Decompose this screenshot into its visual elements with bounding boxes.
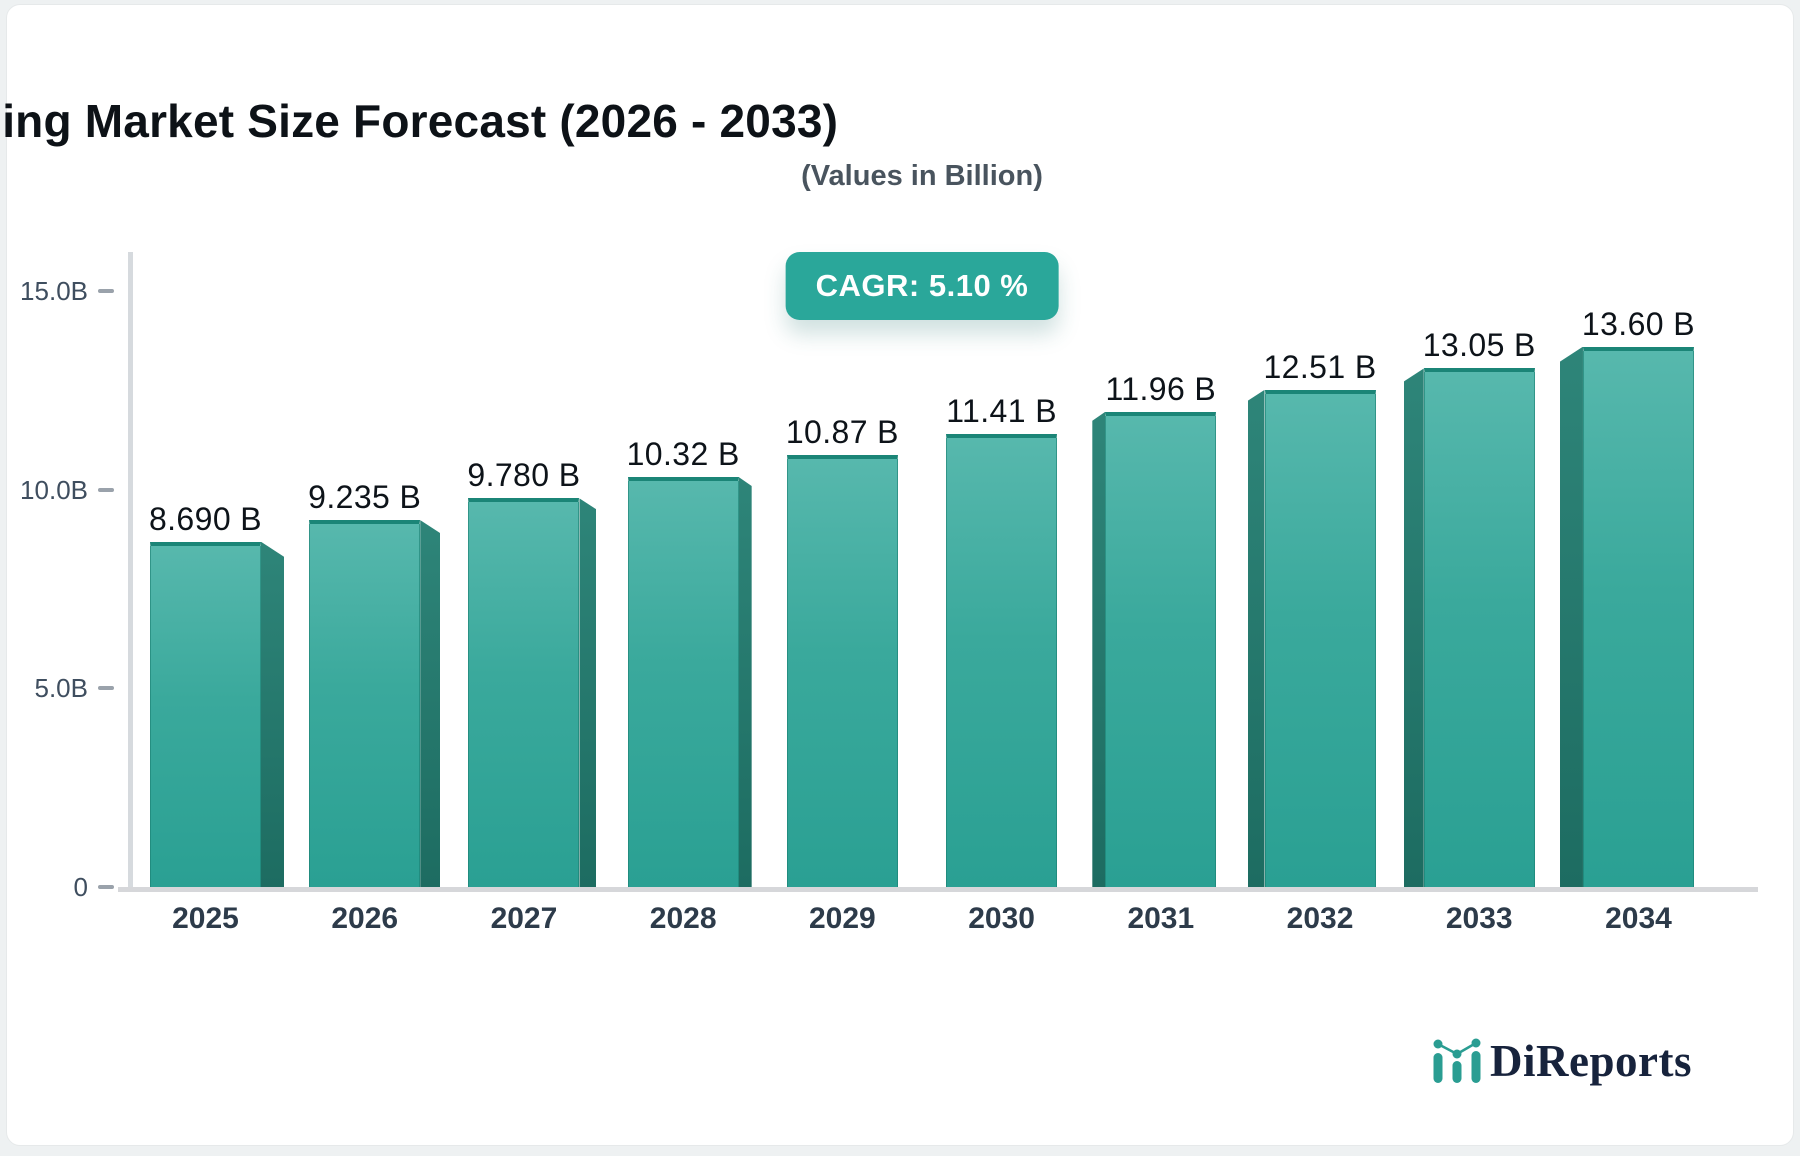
y-axis-tick: [98, 686, 114, 691]
brand-logo: DiReports: [1432, 1036, 1692, 1086]
bar-line-chart-icon: [1433, 1038, 1481, 1083]
bar-2033: [1423, 368, 1535, 887]
bar-2025: [150, 541, 261, 887]
bar-side-face: [579, 498, 597, 887]
bar-side-face: [420, 520, 441, 887]
bar-value-label: 9.235 B: [308, 479, 422, 516]
bar-value-label: 10.32 B: [626, 435, 740, 472]
x-axis-label-2034: 2034: [1605, 902, 1672, 935]
bar-value-label: 13.60 B: [1581, 305, 1696, 342]
x-axis-label-2027: 2027: [490, 902, 558, 935]
bar-value-label: 11.41 B: [946, 392, 1057, 429]
bar-2028: [627, 476, 739, 887]
bar-side-face: [738, 476, 752, 887]
brand-logo-text: DiReports: [1490, 1036, 1692, 1086]
x-axis-label-2026: 2026: [331, 902, 399, 935]
bar-value-label: 11.96 B: [1105, 370, 1217, 407]
bar-value-label: 9.780 B: [467, 457, 581, 494]
x-axis-label-2030: 2030: [968, 902, 1035, 935]
bar-side-face: [1403, 368, 1424, 887]
bar-side-face: [1247, 389, 1265, 887]
chart-subtitle: (Values in Billion): [801, 160, 1043, 192]
bar-2031: [1105, 411, 1217, 887]
y-axis-tick: [98, 885, 114, 889]
bar-2032: [1264, 389, 1376, 887]
y-axis-tick-label: 5.0B: [34, 673, 89, 704]
x-axis-label-2033: 2033: [1445, 902, 1513, 935]
bar-2029: [786, 455, 898, 887]
chart-title: Process Cooling Market Size Forecast (20…: [0, 95, 839, 147]
bar-2027: [468, 498, 580, 887]
bar-value-label: 13.05 B: [1422, 327, 1536, 364]
x-axis-label-2031: 2031: [1127, 902, 1195, 935]
bar-side-face: [1092, 411, 1106, 887]
x-axis-label-2028: 2028: [649, 902, 717, 935]
bar-value-label: 8.690 B: [148, 500, 263, 537]
y-axis-tick-label: 10.0B: [20, 474, 88, 505]
x-axis-label-2029: 2029: [809, 902, 876, 935]
bar-2026: [309, 520, 421, 887]
y-axis-tick: [98, 289, 114, 293]
x-axis-label-2025: 2025: [172, 902, 239, 935]
bar-value-label: 10.87 B: [785, 414, 899, 451]
bar-side-face: [261, 541, 284, 887]
y-axis-tick-label: 0: [73, 872, 88, 902]
bar-2030: [946, 433, 1058, 887]
y-axis-tick: [98, 487, 114, 492]
bar-2034: [1582, 346, 1694, 887]
bar-value-label: 12.51 B: [1263, 348, 1377, 385]
y-axis-line: [128, 252, 133, 890]
y-axis-tick-label: 15.0B: [20, 276, 88, 306]
x-axis-label-2032: 2032: [1286, 902, 1354, 935]
cagr-badge: CAGR: 5.10 %: [785, 252, 1059, 320]
bar-side-face: [1559, 346, 1583, 887]
x-axis-line: [118, 887, 1758, 892]
